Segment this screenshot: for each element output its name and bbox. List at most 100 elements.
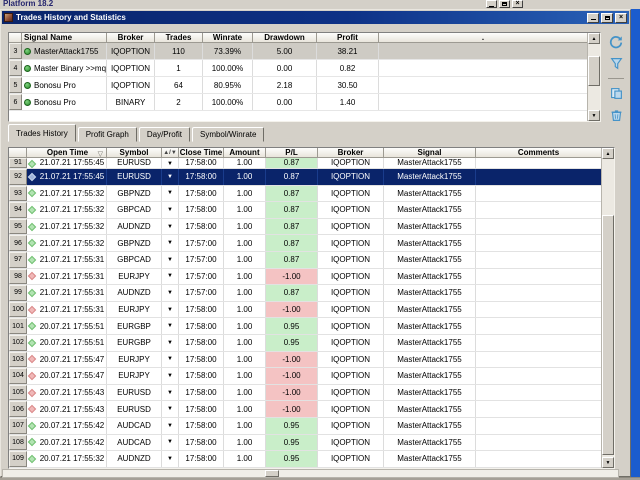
child-close-button[interactable]: × <box>615 12 627 23</box>
trades-header-close-time[interactable]: Close Time <box>179 148 224 158</box>
stats-header-trades[interactable]: Trades <box>155 33 203 43</box>
scroll-thumb[interactable] <box>602 215 614 455</box>
stats-header-profit[interactable]: Profit <box>317 33 379 43</box>
trades-table-row[interactable]: 94 21.07.21 17:55:32 GBPCAD ▼ 17:58:00 1.00 0.… <box>9 202 601 219</box>
symbol-cell: AUDCAD <box>107 434 162 451</box>
trades-table-row[interactable]: 106 20.07.21 17:55:43 EURUSD ▼ 17:58:00 1.00-… <box>9 401 601 418</box>
outer-minimize-button[interactable] <box>486 0 497 8</box>
child-titlebar[interactable]: Trades History and Statistics × <box>2 11 629 24</box>
direction-icon: ▼ <box>162 417 179 434</box>
direction-icon: ▼ <box>162 235 179 251</box>
trades-count-cell: 110 <box>155 43 203 59</box>
comments-cell <box>476 252 601 268</box>
trades-header-signal[interactable]: Signal <box>384 148 476 158</box>
comments-cell <box>476 352 601 368</box>
refresh-icon[interactable] <box>608 34 624 49</box>
outer-close-button[interactable]: × <box>512 0 523 8</box>
trades-table-row[interactable]: 98 21.07.21 17:55:31 EURJPY ▼ 17:57:00 1.00 -1… <box>9 268 601 286</box>
stats-table-row[interactable]: 6 Bonosu Pro BINARY 2 100.00% 0.00 1.40 <box>9 94 587 111</box>
stats-vertical-scrollbar[interactable]: ▲ ▼ <box>587 33 600 121</box>
scroll-track[interactable] <box>588 44 600 110</box>
stats-table-row[interactable]: 3 MasterAttack1755 IQOPTION 110 73.39% 5.00 38… <box>9 43 587 60</box>
tab-day-profit[interactable]: Day/Profit <box>138 127 190 142</box>
trades-table-row[interactable]: 105 20.07.21 17:55:43 EURUSD ▼ 17:58:00 1.00-… <box>9 384 601 402</box>
trades-table-row[interactable]: 97 21.07.21 17:55:31 GBPCAD ▼ 17:57:00 1.00 0.… <box>9 251 601 269</box>
close-time-cell: 17:58:00 <box>179 351 224 368</box>
tab-profit-graph[interactable]: Profit Graph <box>77 127 137 142</box>
scroll-up-button[interactable]: ▲ <box>588 33 600 44</box>
signal-cell: MasterAttack1755 <box>384 235 476 251</box>
stats-table-row[interactable]: 5 Bonosu Pro IQOPTION 64 80.95% 2.18 30.50 <box>9 77 587 94</box>
trades-table-row[interactable]: 104 20.07.21 17:55:47 EURJPY ▼ 17:58:00 1.00-… <box>9 368 601 385</box>
winrate-cell: 80.95% <box>203 77 253 93</box>
copy-icon[interactable] <box>608 86 624 101</box>
horizontal-scroll-thumb[interactable] <box>265 470 279 477</box>
trade-result-icon <box>27 238 37 248</box>
amount-cell: 1.00 <box>224 285 266 301</box>
close-time-cell: 17:57:00 <box>179 235 224 251</box>
child-maximize-button[interactable] <box>601 12 613 23</box>
extra-cell <box>379 43 587 59</box>
winrate-cell: 100.00% <box>203 94 253 110</box>
trades-table-row[interactable]: 103 20.07.21 17:55:47 EURJPY ▼ 17:58:00 1.00-… <box>9 351 601 369</box>
broker-cell: BINARY <box>107 94 155 110</box>
trades-table-row[interactable]: 107 20.07.21 17:55:42 AUDCAD ▼ 17:58:00 1.00 0… <box>9 417 601 435</box>
tab-symbol-winrate[interactable]: Symbol/Winrate <box>191 127 265 142</box>
stats-header-extra[interactable]: . <box>379 33 587 43</box>
stats-table-row[interactable]: 4 Master Binary >>mql5.comIQOPTION1100.00… <box>9 60 587 77</box>
trades-header-broker[interactable]: Broker <box>318 148 384 158</box>
trades-header-amount[interactable]: Amount <box>224 148 266 158</box>
scroll-down-button[interactable]: ▼ <box>588 110 600 121</box>
broker-cell: IQOPTION <box>318 434 384 451</box>
scroll-thumb[interactable] <box>588 56 600 86</box>
trades-table-row[interactable]: 101 20.07.21 17:55:51 EURGBP ▼ 17:58:00 1.00 0… <box>9 318 601 335</box>
trades-header-open-time[interactable]: Open Time ▽ <box>27 148 107 158</box>
trades-header-symbol[interactable]: Symbol <box>107 148 162 158</box>
pl-cell: -1.00 <box>266 351 318 368</box>
trades-header-pl[interactable]: P/L <box>266 148 318 158</box>
open-time-value: 21.07.21 17:55:31 <box>39 255 105 265</box>
direction-icon: ▼ <box>162 158 179 168</box>
stats-header-drawdown[interactable]: Drawdown <box>253 33 317 43</box>
trades-table-row[interactable]: 99 21.07.21 17:55:31 AUDNZD ▼ 17:57:00 1.00 0.… <box>9 285 601 302</box>
drawdown-cell: 0.00 <box>253 94 317 110</box>
row-number: 6 <box>9 94 22 110</box>
outer-maximize-button[interactable] <box>499 0 510 8</box>
extra-cell <box>379 77 587 93</box>
symbol-cell: EURUSD <box>107 158 162 168</box>
direction-icon: ▼ <box>162 401 179 417</box>
stats-header-broker[interactable]: Broker <box>107 33 155 43</box>
broker-cell: IQOPTION <box>318 368 384 384</box>
symbol-cell: EURGBP <box>107 334 162 351</box>
trades-header-direction[interactable]: ▲/▼ <box>162 148 179 158</box>
trades-table-row[interactable]: 93 21.07.21 17:55:32 GBPNZD ▼ 17:58:00 1.00 0.… <box>9 185 601 203</box>
scroll-up-button[interactable]: ▲ <box>602 148 614 159</box>
signal-cell: MasterAttack1755 <box>384 334 476 351</box>
trades-table-row[interactable]: 100 21.07.21 17:55:31 EURJPY ▼ 17:58:00 1.00-… <box>9 301 601 319</box>
symbol-cell: AUDCAD <box>107 417 162 434</box>
trades-table-row[interactable]: 108 20.07.21 17:55:42 AUDCAD ▼ 17:58:00 1.00 0… <box>9 434 601 452</box>
tab-trades-history[interactable]: Trades History <box>8 124 76 142</box>
amount-cell: 1.00 <box>224 169 266 185</box>
stats-header-signal-name[interactable]: Signal Name <box>22 33 107 43</box>
child-minimize-button[interactable] <box>587 12 599 23</box>
horizontal-scrollbar[interactable] <box>2 469 619 478</box>
filter-icon[interactable] <box>608 56 624 71</box>
amount-cell: 1.00 <box>224 417 266 434</box>
delete-icon[interactable] <box>608 108 624 123</box>
trades-table-row[interactable]: 95 21.07.21 17:55:32 AUDNZD ▼ 17:58:00 1.00 0.… <box>9 218 601 236</box>
scroll-track[interactable] <box>602 159 614 457</box>
trade-result-icon <box>27 255 37 265</box>
open-time-cell: 21.07.21 17:55:31 <box>27 268 107 285</box>
trades-table-row[interactable]: 109 20.07.21 17:55:32 AUDNZD ▼ 17:58:00 1.00 0… <box>9 451 601 468</box>
trades-header-comments[interactable]: Comments <box>476 148 601 158</box>
broker-cell: IQOPTION <box>318 401 384 417</box>
trades-table-row[interactable]: 102 20.07.21 17:55:51 EURGBP ▼ 17:58:00 1.00 0… <box>9 334 601 352</box>
stats-header-winrate[interactable]: Winrate <box>203 33 253 43</box>
signal-cell: MasterAttack1755 <box>384 251 476 268</box>
trades-vertical-scrollbar[interactable]: ▲ ▼ <box>601 148 614 468</box>
trades-table-row[interactable]: 96 21.07.21 17:55:32 GBPNZD ▼ 17:57:00 1.00 0.… <box>9 235 601 252</box>
trades-table-row[interactable]: 91 21.07.21 17:55:45 EURUSD ▼ 17:58:00 1.00 0.… <box>9 158 601 169</box>
trades-table-row[interactable]: 92 21.07.21 17:55:45 EURUSD ▼ 17:58:00 1.00 0.… <box>9 169 601 186</box>
scroll-down-button[interactable]: ▼ <box>602 457 614 468</box>
